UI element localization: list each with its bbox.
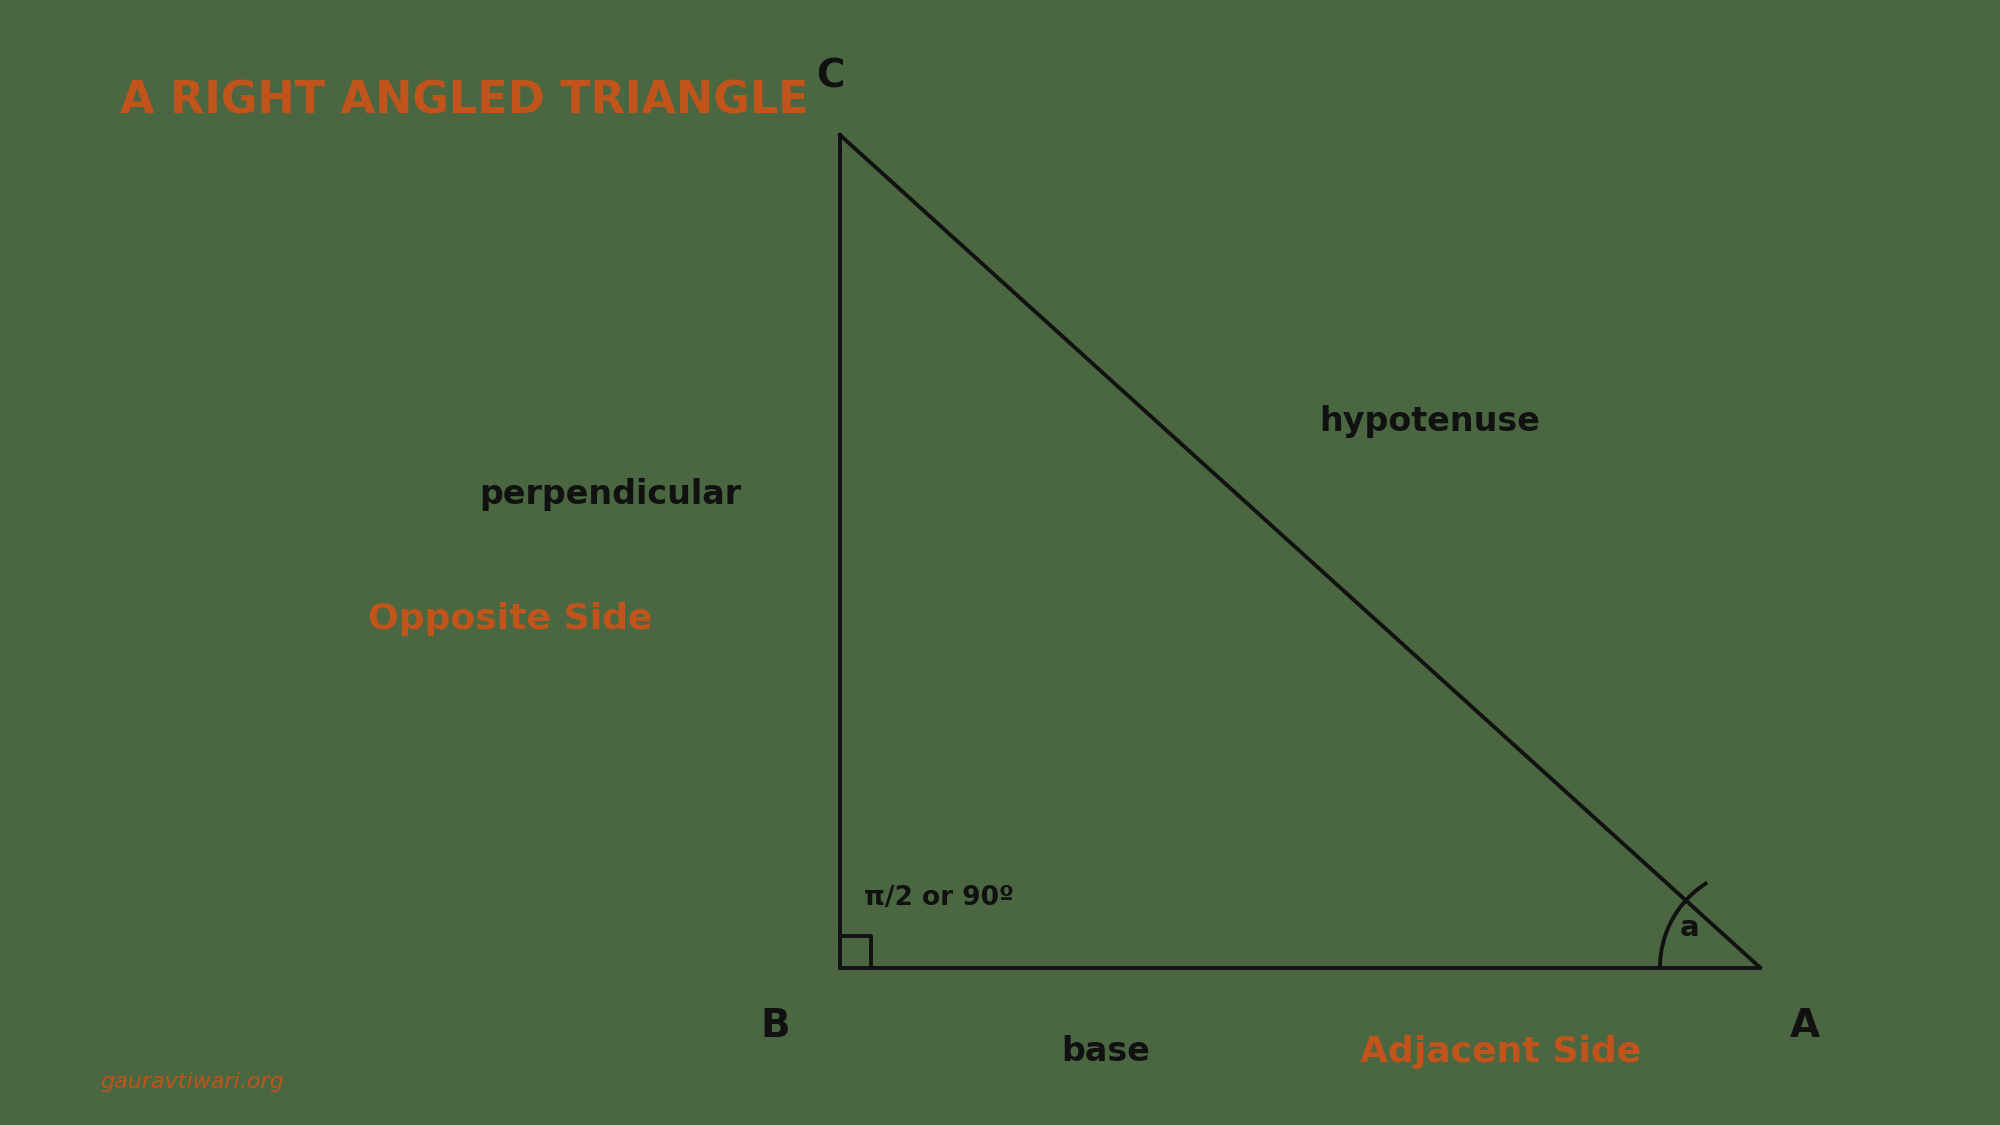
Text: Adjacent Side: Adjacent Side — [1360, 1035, 1642, 1069]
Text: a: a — [1680, 915, 1700, 942]
Text: A RIGHT ANGLED TRIANGLE: A RIGHT ANGLED TRIANGLE — [120, 80, 808, 123]
Text: perpendicular: perpendicular — [478, 478, 742, 512]
Text: π/2 or 90º: π/2 or 90º — [864, 885, 1014, 911]
Text: C: C — [816, 57, 844, 96]
Text: B: B — [760, 1007, 790, 1045]
Text: A: A — [1790, 1007, 1820, 1045]
Text: gauravtiwari.org: gauravtiwari.org — [100, 1072, 284, 1092]
Text: base: base — [1062, 1035, 1150, 1069]
Text: hypotenuse: hypotenuse — [1320, 405, 1540, 439]
Text: Opposite Side: Opposite Side — [368, 602, 652, 636]
